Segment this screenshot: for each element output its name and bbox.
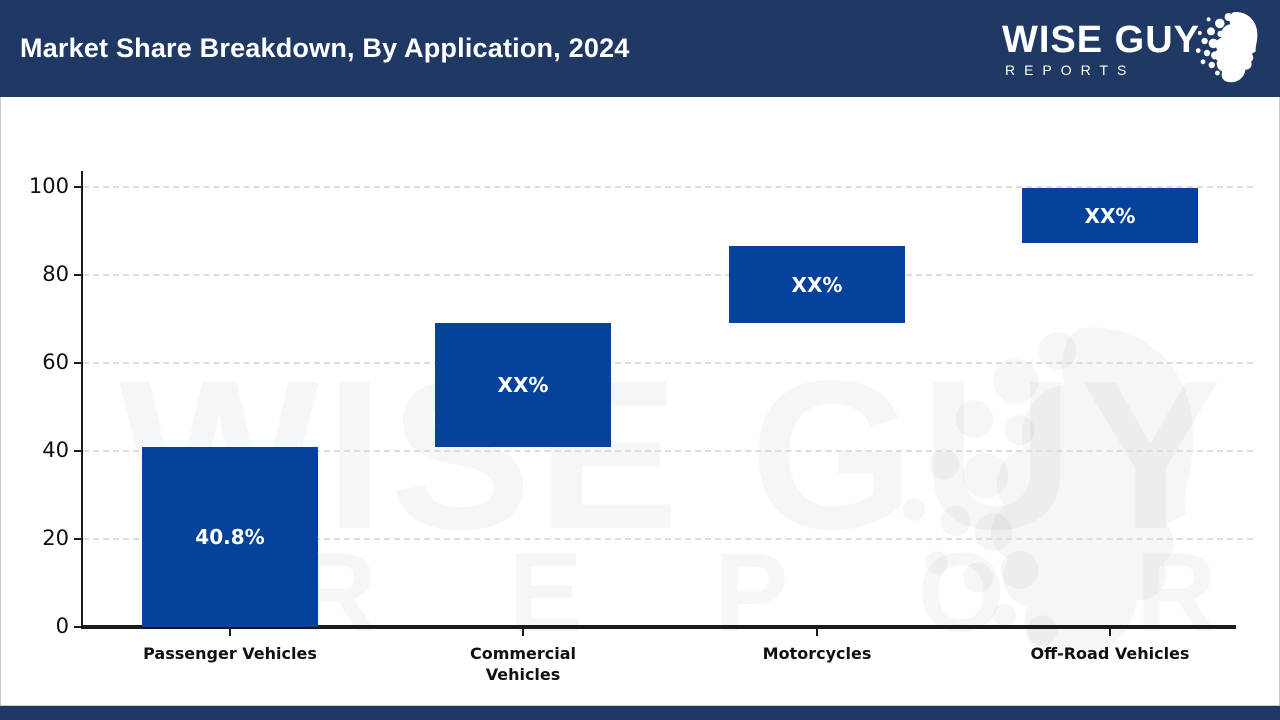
bar-segment: XX% — [729, 245, 905, 324]
y-tick-label: 100 — [28, 174, 69, 198]
plot-area: 0 20 40 60 80 100 40.8% XX% XX% XX% Passenger Vehi… — [29, 171, 1253, 684]
x-tick-label: Motorcycles — [762, 644, 872, 663]
y-axis-tick — [74, 626, 81, 628]
y-tick-label: 40 — [42, 438, 69, 462]
bar-segment: 40.8% — [142, 447, 318, 627]
grid-line — [83, 362, 1253, 364]
y-axis-tick — [74, 450, 81, 452]
x-axis-line — [81, 625, 1236, 629]
grid-line — [83, 274, 1253, 276]
y-tick-label: 60 — [42, 350, 69, 374]
bar-value-label: XX% — [791, 272, 843, 297]
y-tick-label: 0 — [55, 614, 69, 638]
bar-value-label: 40.8% — [195, 525, 265, 550]
x-axis-tick — [229, 629, 231, 636]
x-axis-tick — [1109, 629, 1111, 636]
y-axis-tick — [74, 274, 81, 276]
footer-bar — [0, 706, 1280, 720]
grid-line — [83, 538, 1253, 540]
bar-value-label: XX% — [497, 373, 549, 398]
grid-line — [83, 450, 1253, 452]
y-axis-tick — [74, 186, 81, 188]
x-tick-label: Passenger Vehicles — [143, 644, 317, 663]
grid-line — [83, 186, 1253, 188]
x-tick-label: Commercial Vehicles — [469, 644, 577, 684]
brand-name: WISE GUY — [1001, 18, 1200, 61]
bar-segment: XX% — [435, 323, 611, 448]
y-tick-label: 20 — [42, 526, 69, 550]
brand-subname: REPORTS — [1004, 61, 1136, 78]
y-axis-tick — [74, 538, 81, 540]
bar-segment: XX% — [1022, 187, 1198, 244]
brand-logo-text: WISE GUY REPORTS — [1002, 21, 1200, 77]
y-axis-tick — [74, 362, 81, 364]
y-tick-label: 80 — [42, 262, 69, 286]
x-axis-tick — [522, 629, 524, 636]
x-tick-label: Off-Road Vehicles — [1030, 644, 1190, 663]
header-bar: Market Share Breakdown, By Application, … — [0, 0, 1280, 97]
x-axis-tick — [816, 629, 818, 636]
brand-logo: WISE GUY REPORTS — [1002, 9, 1260, 89]
bar-value-label: XX% — [1084, 203, 1136, 228]
dotted-head-icon — [1195, 11, 1258, 82]
page-title: Market Share Breakdown, By Application, … — [20, 33, 630, 63]
y-axis-line — [81, 171, 83, 629]
